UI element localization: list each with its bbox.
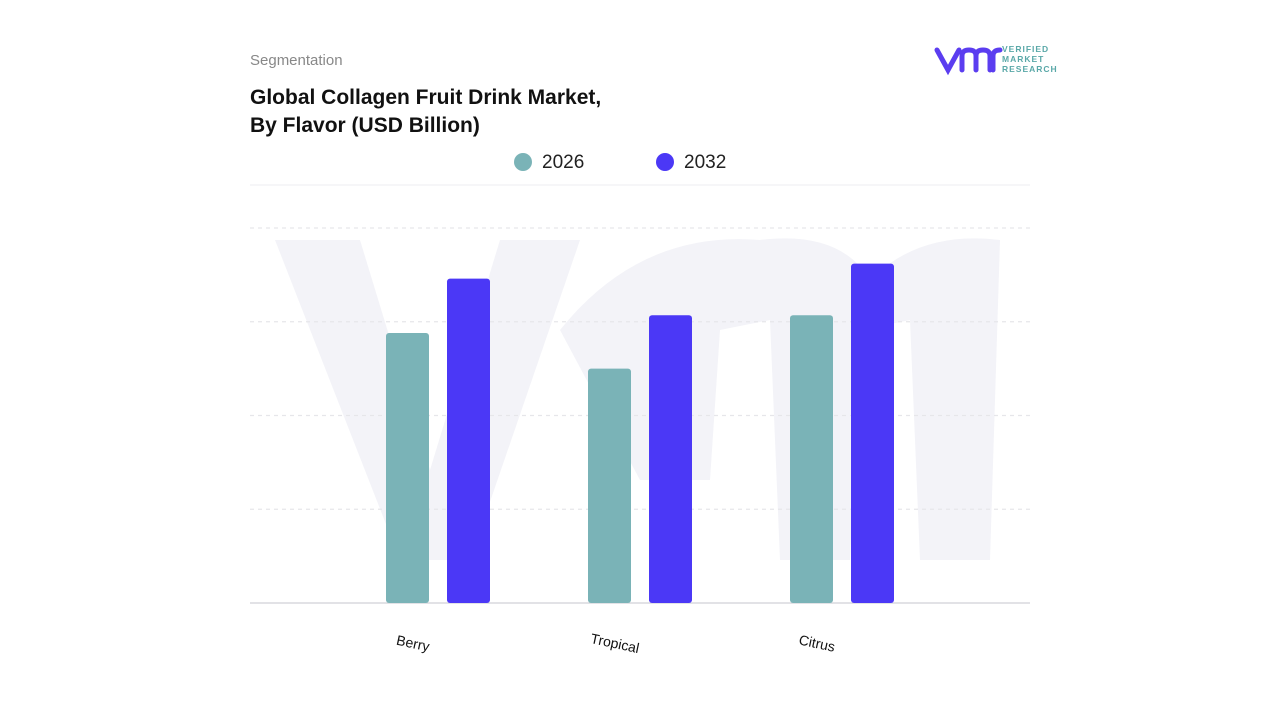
logo: VERIFIED MARKET RESEARCH [934, 44, 1058, 76]
legend-label: 2032 [684, 152, 726, 173]
chart-title: By Flavor (USD Billion) [250, 114, 480, 137]
bar [790, 315, 833, 603]
brand-text: VERIFIED [1002, 44, 1049, 54]
logo-mark [934, 47, 1003, 76]
bar [588, 368, 631, 603]
section-label: Segmentation [250, 52, 343, 69]
chart-title: Global Collagen Fruit Drink Market, [250, 86, 601, 109]
bar [851, 263, 894, 603]
brand-text: MARKET [1002, 54, 1044, 64]
legend-swatch [514, 153, 532, 171]
bar [649, 315, 692, 603]
x-tick-label: Citrus [797, 631, 836, 654]
x-tick-label: Berry [395, 632, 431, 655]
bar [447, 278, 490, 603]
brand-text: RESEARCH [1002, 64, 1058, 74]
legend-label: 2026 [542, 152, 584, 173]
bar [386, 333, 429, 603]
legend-swatch [656, 153, 674, 171]
